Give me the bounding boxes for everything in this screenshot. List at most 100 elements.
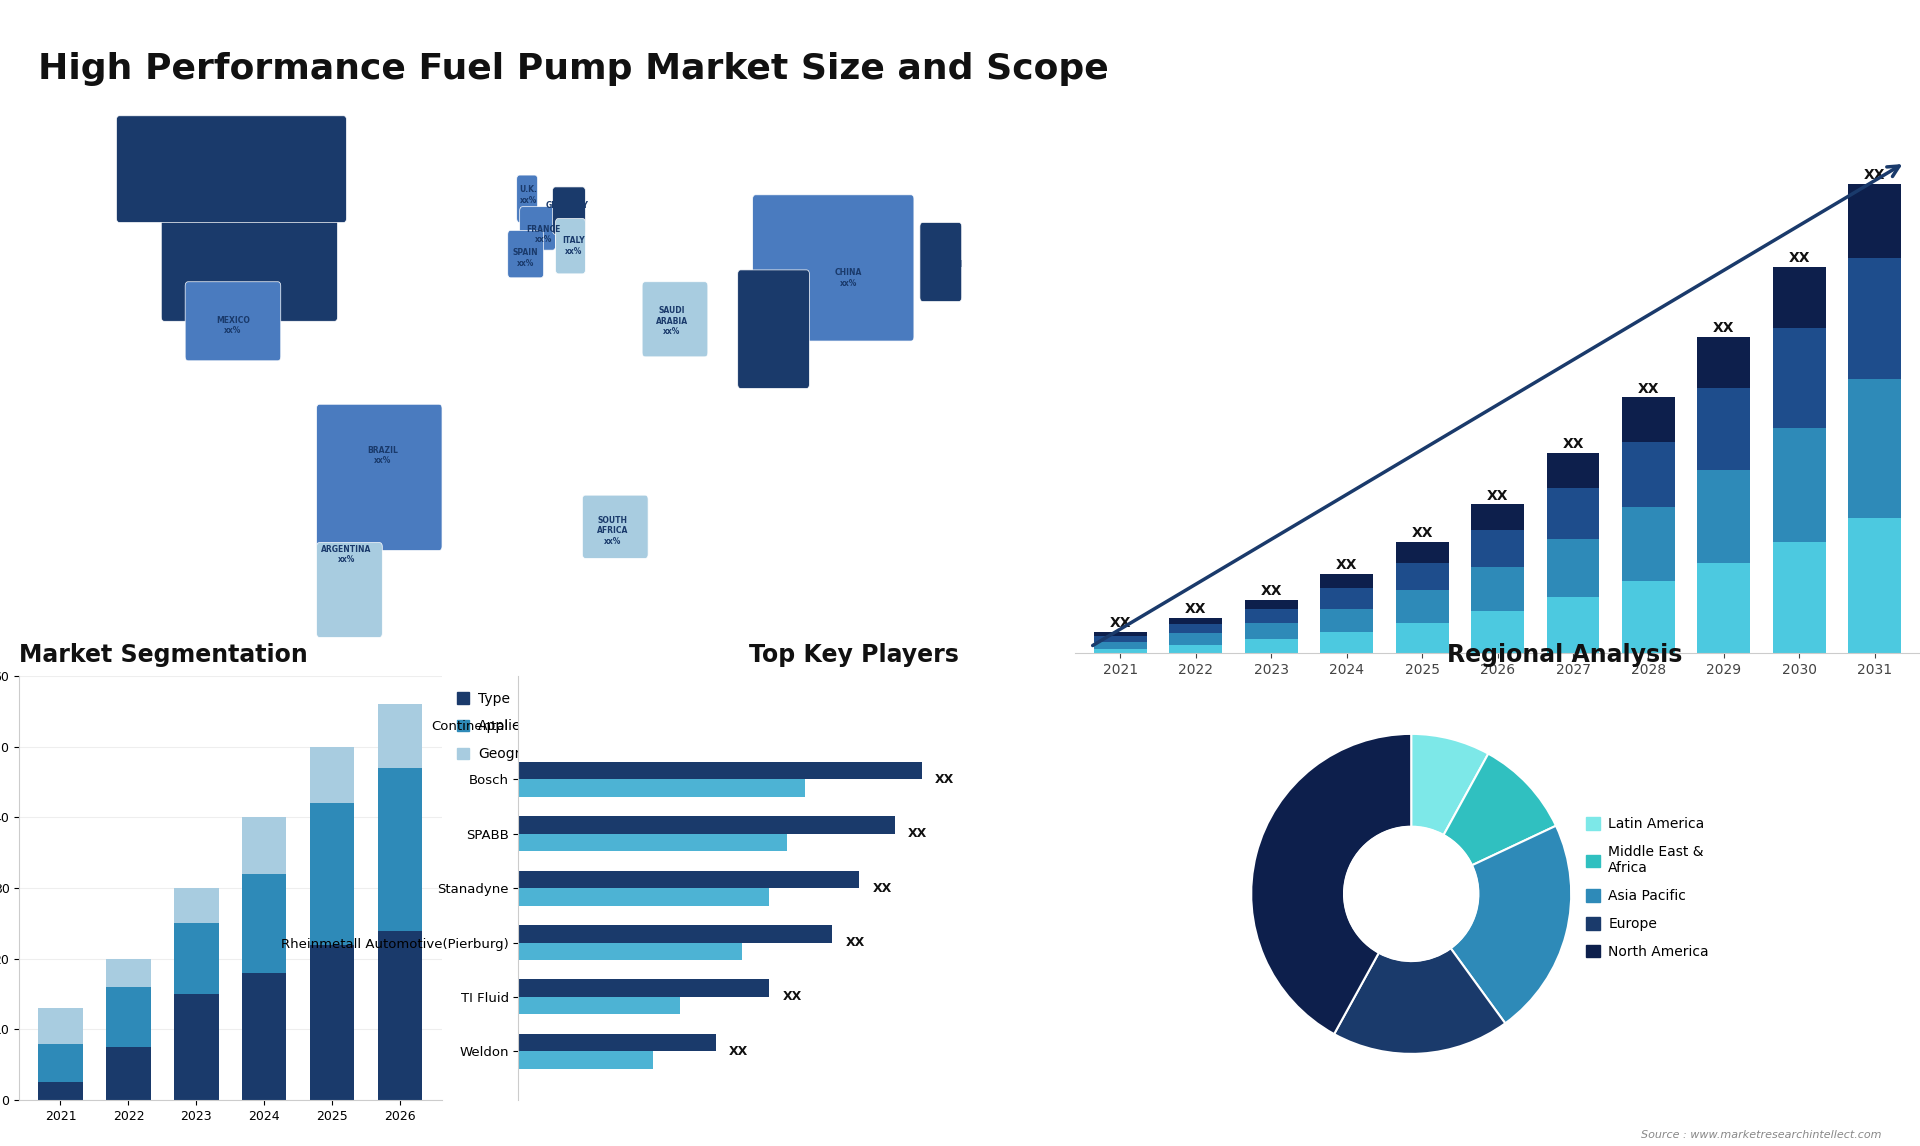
Text: Source : www.marketresearchintellect.com: Source : www.marketresearchintellect.com (1642, 1130, 1882, 1140)
Bar (518, 1034, 716, 1051)
Text: CANADA
xx%: CANADA xx% (232, 162, 269, 181)
Bar (1321, 588, 1373, 609)
Text: GERMANY
xx%: GERMANY xx% (545, 201, 589, 220)
FancyBboxPatch shape (507, 230, 543, 277)
FancyBboxPatch shape (641, 282, 708, 356)
Bar (1244, 599, 1298, 609)
Bar (1321, 609, 1373, 633)
Text: XX: XX (908, 827, 927, 840)
Bar (378, 705, 422, 768)
Title: Regional Analysis: Regional Analysis (1448, 643, 1682, 667)
FancyBboxPatch shape (737, 270, 810, 388)
Bar (1548, 540, 1599, 597)
Polygon shape (1693, 29, 1755, 88)
Bar (106, 987, 150, 1047)
Text: SAUDI
ARABIA
xx%: SAUDI ARABIA xx% (657, 306, 687, 336)
Bar (1321, 574, 1373, 588)
Bar (1548, 597, 1599, 653)
Bar (1697, 337, 1751, 388)
Bar (1169, 623, 1223, 634)
Text: ARGENTINA
xx%: ARGENTINA xx% (321, 544, 372, 564)
Text: XX: XX (1486, 488, 1509, 503)
FancyBboxPatch shape (582, 495, 649, 558)
Bar (1094, 649, 1146, 653)
Bar (1471, 529, 1524, 567)
Bar (1244, 609, 1298, 623)
Bar (1772, 427, 1826, 542)
Text: XX: XX (1110, 617, 1131, 630)
Bar (1169, 634, 1223, 645)
Text: CHINA
xx%: CHINA xx% (835, 268, 862, 288)
Bar (1548, 454, 1599, 488)
Text: MARKET: MARKET (1776, 41, 1822, 52)
Text: U.S.
xx%: U.S. xx% (230, 257, 248, 276)
Bar (1622, 581, 1674, 653)
Bar (518, 834, 787, 851)
Bar (1849, 379, 1901, 518)
Bar (1169, 645, 1223, 653)
FancyBboxPatch shape (117, 116, 346, 222)
Bar (1772, 267, 1826, 328)
Bar (1396, 563, 1448, 590)
Bar (1849, 518, 1901, 653)
Text: RESEARCH: RESEARCH (1776, 58, 1836, 69)
Bar (1169, 619, 1223, 623)
Bar (38, 1044, 83, 1083)
Text: XX: XX (872, 881, 891, 895)
Bar (1396, 542, 1448, 563)
Bar (518, 997, 680, 1014)
FancyBboxPatch shape (920, 222, 962, 301)
Text: XX: XX (730, 1045, 749, 1058)
Bar (242, 874, 286, 973)
Text: FRANCE
xx%: FRANCE xx% (526, 225, 561, 244)
Bar (175, 888, 219, 924)
Wedge shape (1411, 733, 1488, 835)
Text: U.K.
xx%: U.K. xx% (520, 186, 538, 204)
Text: High Performance Fuel Pump Market Size and Scope: High Performance Fuel Pump Market Size a… (38, 52, 1110, 86)
Polygon shape (1663, 29, 1724, 88)
Text: XX: XX (1336, 558, 1357, 572)
Wedge shape (1452, 826, 1571, 1023)
Bar (106, 1047, 150, 1100)
Bar (1548, 488, 1599, 540)
FancyBboxPatch shape (317, 542, 382, 637)
FancyBboxPatch shape (161, 214, 338, 321)
Bar (242, 973, 286, 1100)
Text: XX: XX (935, 772, 954, 786)
Bar (1244, 623, 1298, 639)
Bar (1849, 183, 1901, 258)
Legend: Latin America, Middle East &
Africa, Asia Pacific, Europe, North America: Latin America, Middle East & Africa, Asi… (1586, 817, 1709, 959)
Bar (518, 925, 831, 942)
FancyBboxPatch shape (317, 405, 442, 550)
Wedge shape (1334, 948, 1505, 1054)
Text: XX: XX (1185, 603, 1206, 617)
Title: Top Key Players: Top Key Players (749, 643, 960, 667)
Bar (518, 816, 895, 834)
Bar (1396, 590, 1448, 623)
Bar (242, 817, 286, 874)
FancyBboxPatch shape (184, 282, 280, 361)
Text: SOUTH
AFRICA
xx%: SOUTH AFRICA xx% (597, 516, 628, 545)
FancyBboxPatch shape (520, 206, 555, 250)
Text: XX: XX (1713, 321, 1734, 335)
Wedge shape (1444, 754, 1555, 865)
Bar (1471, 504, 1524, 529)
Bar (518, 871, 858, 888)
Bar (1622, 398, 1674, 441)
Bar (1849, 258, 1901, 379)
FancyBboxPatch shape (516, 175, 538, 222)
Text: XX: XX (783, 990, 803, 1004)
Bar (518, 888, 770, 905)
FancyBboxPatch shape (555, 219, 586, 274)
Legend: Type, Application, Geography: Type, Application, Geography (457, 691, 555, 761)
Bar (1772, 328, 1826, 427)
Bar (518, 1051, 653, 1068)
Bar (1697, 470, 1751, 563)
Bar (311, 747, 355, 803)
Text: XX: XX (1789, 251, 1811, 266)
Text: INTELLECT: INTELLECT (1776, 76, 1834, 86)
FancyBboxPatch shape (753, 195, 914, 342)
Bar (1094, 642, 1146, 649)
Bar (1094, 633, 1146, 636)
Bar (1622, 441, 1674, 507)
